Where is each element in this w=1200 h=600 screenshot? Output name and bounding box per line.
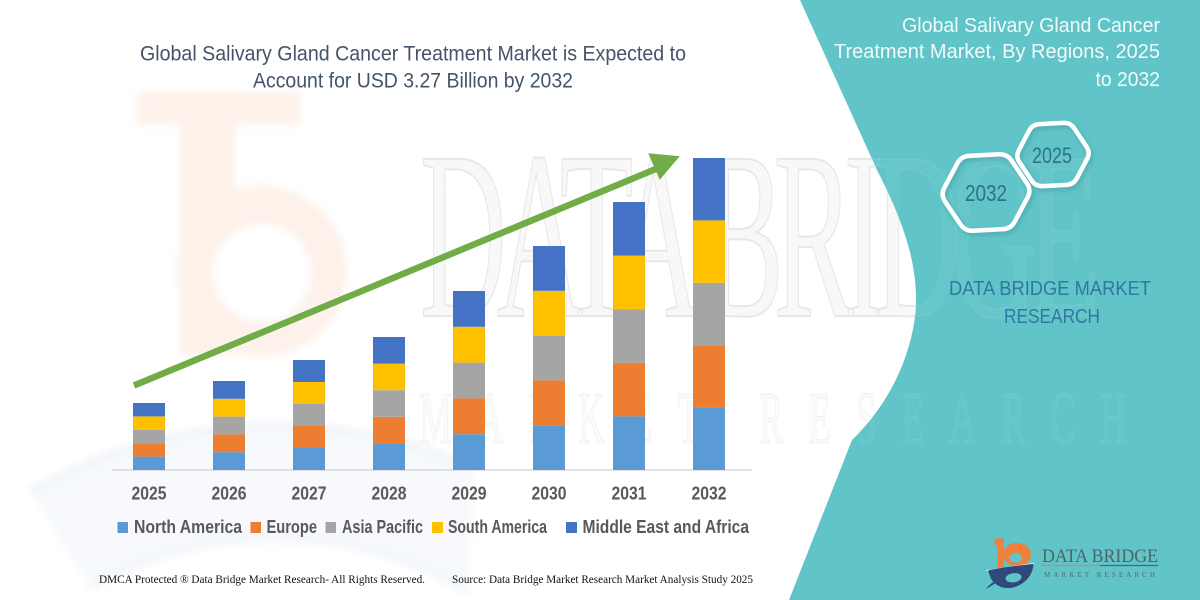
svg-text:DMCA Protected ® Data Bridge M: DMCA Protected ® Data Bridge Market Rese…	[99, 572, 425, 586]
svg-text:Treatment Market, By Regions,: Treatment Market, By Regions, 2025	[834, 40, 1160, 63]
svg-text:2026: 2026	[212, 484, 247, 504]
svg-text:DATA BRIDGE: DATA BRIDGE	[420, 103, 1095, 369]
svg-text:Global Salivary Gland Cancer T: Global Salivary Gland Cancer Treatment M…	[140, 43, 686, 66]
svg-text:MARKET RESEARCH: MARKET RESEARCH	[419, 377, 1152, 459]
svg-text:RESEARCH: RESEARCH	[1004, 305, 1100, 328]
svg-text:MARKET RESEARCH: MARKET RESEARCH	[1044, 570, 1158, 579]
svg-text:South America: South America	[448, 517, 548, 537]
svg-text:2027: 2027	[292, 484, 327, 504]
svg-text:Global Salivary Gland Cancer: Global Salivary Gland Cancer	[902, 14, 1160, 37]
svg-text:2028: 2028	[372, 484, 407, 504]
svg-text:Europe: Europe	[267, 517, 318, 537]
svg-text:DATA BRIDGE MARKET: DATA BRIDGE MARKET	[949, 277, 1151, 300]
svg-text:2031: 2031	[612, 484, 647, 504]
svg-text:to 2032: to 2032	[1096, 68, 1161, 91]
svg-text:Middle East and Africa: Middle East and Africa	[583, 517, 750, 537]
svg-text:Account for USD 3.27 Billion b: Account for USD 3.27 Billion by 2032	[253, 70, 573, 93]
svg-text:2032: 2032	[965, 180, 1007, 206]
svg-text:2030: 2030	[532, 484, 567, 504]
svg-text:2025: 2025	[1032, 143, 1072, 168]
svg-text:DATA BRIDGE: DATA BRIDGE	[1042, 546, 1158, 567]
svg-text:2032: 2032	[692, 484, 727, 504]
svg-text:Source: Data Bridge Market Res: Source: Data Bridge Market Research Mark…	[452, 572, 753, 586]
svg-text:North America: North America	[134, 517, 243, 537]
svg-text:2029: 2029	[452, 484, 487, 504]
svg-text:Asia Pacific: Asia Pacific	[342, 517, 423, 537]
svg-text:2025: 2025	[132, 484, 167, 504]
